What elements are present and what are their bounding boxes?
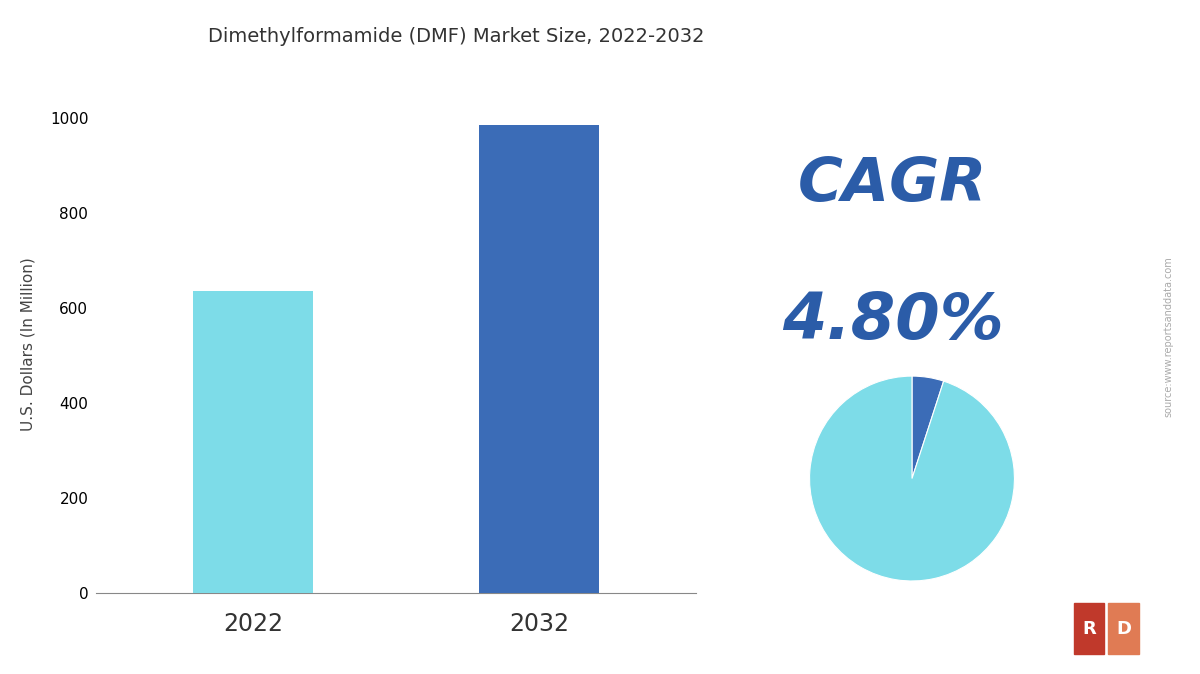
Bar (1074, 603, 1104, 654)
Text: Dimethylformamide (DMF) Market Size, 2022-2032: Dimethylformamide (DMF) Market Size, 202… (208, 27, 704, 46)
Bar (193, 291, 313, 593)
Wedge shape (912, 376, 943, 479)
Text: source:www.reportsanddata.com: source:www.reportsanddata.com (1164, 257, 1174, 417)
Text: 4.80%: 4.80% (782, 290, 1003, 352)
Text: CAGR: CAGR (798, 156, 988, 214)
Text: R: R (1082, 619, 1096, 638)
Bar (479, 125, 599, 593)
Text: D: D (1116, 619, 1132, 638)
Bar (1109, 603, 1139, 654)
Wedge shape (810, 376, 1014, 581)
Y-axis label: U.S. Dollars (In Million): U.S. Dollars (In Million) (20, 257, 36, 431)
